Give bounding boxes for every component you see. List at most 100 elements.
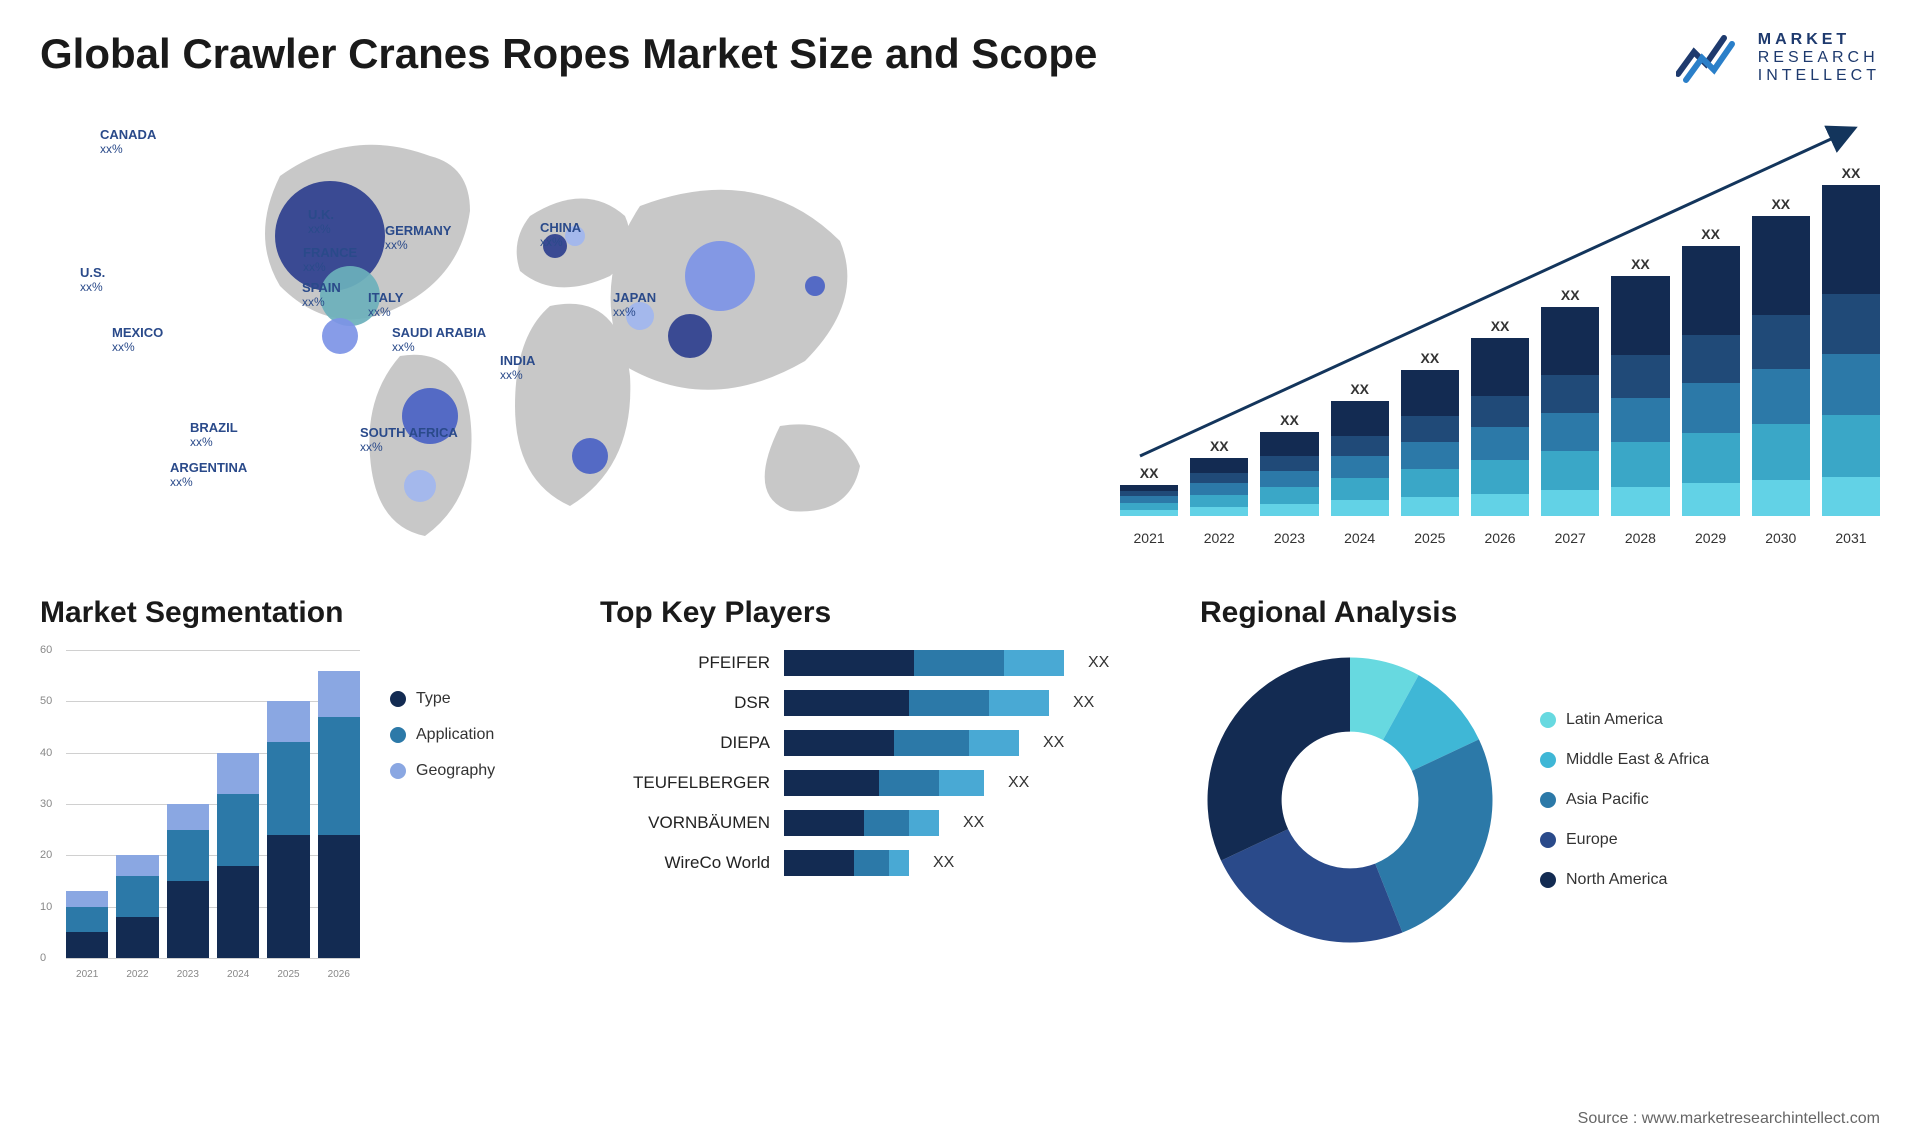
map-label-france: FRANCExx% [303,246,357,275]
seg-segment [267,701,309,742]
seg-bar [167,804,209,958]
player-segment [969,730,1019,756]
growth-segment [1190,495,1248,507]
growth-segment [1822,415,1880,477]
player-segment [784,650,914,676]
seg-bar [267,701,309,958]
legend-dot-icon [1540,832,1556,848]
growth-bar-stack [1822,185,1880,516]
growth-segment [1120,503,1178,511]
growth-bar-value: XX [1210,438,1229,454]
growth-segment [1401,416,1459,442]
growth-bar-stack [1260,432,1318,516]
growth-bar: XX [1401,350,1459,516]
map-country-name: JAPAN [613,290,656,305]
seg-segment [318,671,360,717]
growth-segment [1682,335,1740,383]
growth-segment [1190,483,1248,494]
growth-bar-stack [1611,276,1669,516]
growth-bar-stack [1120,485,1178,517]
growth-year-label: 2031 [1822,530,1880,546]
growth-segment [1260,456,1318,471]
growth-year-label: 2027 [1541,530,1599,546]
player-segment [784,850,854,876]
map-country-pct: xx% [385,238,408,252]
player-segment [1004,650,1064,676]
map-label-japan: JAPANxx% [613,291,656,320]
map-country-pct: xx% [360,440,383,454]
seg-segment [217,794,259,866]
legend-label: Application [416,726,494,744]
map-country-name: ARGENTINA [170,460,247,475]
growth-segment [1541,375,1599,412]
growth-segment [1822,354,1880,415]
donut-slice [1375,739,1492,932]
growth-bar: XX [1682,226,1740,516]
player-row: TEUFELBERGERXX [600,770,1160,796]
growth-bar-stack [1541,307,1599,516]
seg-ytick: 50 [40,695,52,707]
map-label-u-k-: U.K.xx% [308,208,334,237]
map-label-spain: SPAINxx% [302,281,341,310]
growth-bar-stack [1471,338,1529,516]
player-row: DIEPAXX [600,730,1160,756]
growth-segment [1260,504,1318,516]
seg-segment [318,717,360,835]
map-country-pct: xx% [80,280,103,294]
map-label-argentina: ARGENTINAxx% [170,461,247,490]
seg-segment [116,855,158,876]
seg-gridline [66,958,360,959]
growth-segment [1822,185,1880,294]
growth-year-label: 2028 [1611,530,1669,546]
player-bar [784,770,984,796]
seg-ytick: 0 [40,952,46,964]
growth-segment [1541,451,1599,490]
growth-bar: XX [1190,438,1248,517]
map-country-name: SAUDI ARABIA [392,325,486,340]
growth-bar-value: XX [1140,465,1159,481]
player-segment [784,770,879,796]
seg-segment [167,881,209,958]
regional-legend-item: Latin America [1540,711,1709,729]
seg-bar [116,855,158,958]
player-segment [989,690,1049,716]
player-value: XX [963,814,984,832]
regional-chart-wrap: Latin AmericaMiddle East & AfricaAsia Pa… [1200,650,1880,950]
seg-segment [66,907,108,933]
seg-year-label: 2024 [217,969,259,980]
player-name: DSR [600,693,770,713]
growth-year-label: 2030 [1752,530,1810,546]
growth-segment [1471,338,1529,395]
legend-label: Latin America [1566,711,1663,729]
player-name: DIEPA [600,733,770,753]
seg-legend-item: Geography [390,762,495,780]
map-country-pct: xx% [170,475,193,489]
map-country-pct: xx% [540,235,563,249]
map-country-name: BRAZIL [190,420,238,435]
page-title: Global Crawler Cranes Ropes Market Size … [40,30,1097,78]
growth-bar: XX [1752,196,1810,516]
logo-text: MARKET RESEARCH INTELLECT [1758,31,1880,85]
legend-dot-icon [1540,792,1556,808]
growth-segment [1471,494,1529,517]
growth-segment [1401,442,1459,469]
legend-label: Europe [1566,831,1618,849]
player-row: PFEIFERXX [600,650,1160,676]
seg-segment [167,804,209,830]
world-map: CANADAxx%U.S.xx%MEXICOxx%BRAZILxx%ARGENT… [40,116,1080,546]
growth-segment [1611,276,1669,355]
legend-label: Geography [416,762,495,780]
seg-bar [318,671,360,958]
growth-year-label: 2026 [1471,530,1529,546]
growth-bar: XX [1541,287,1599,516]
player-name: TEUFELBERGER [600,773,770,793]
growth-segment [1331,500,1389,516]
map-label-south-africa: SOUTH AFRICAxx% [360,426,458,455]
growth-bar-stack [1401,370,1459,516]
logo-icon [1676,30,1746,86]
growth-segment [1611,487,1669,516]
growth-segment [1120,510,1178,516]
growth-segment [1471,396,1529,428]
player-segment [864,810,909,836]
growth-segment [1331,401,1389,436]
